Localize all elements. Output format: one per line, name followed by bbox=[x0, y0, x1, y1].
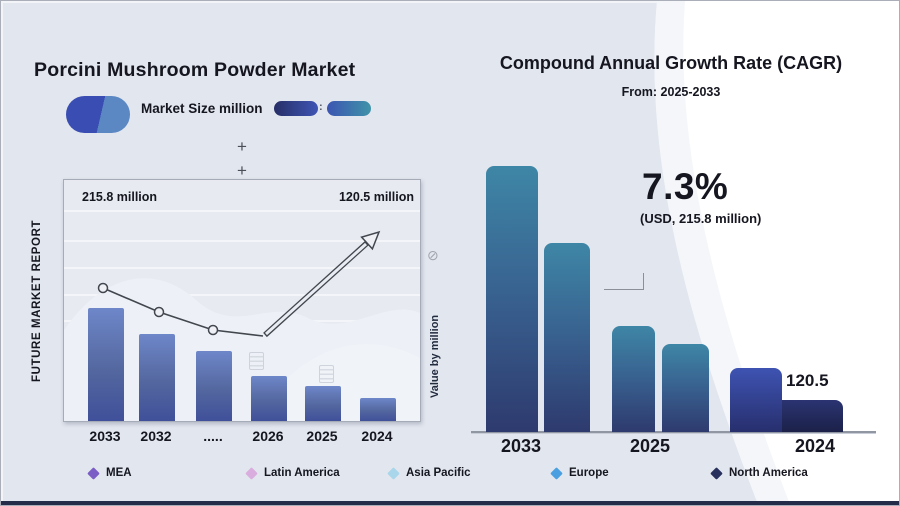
cagr-bar bbox=[612, 326, 655, 432]
cagr-value: 7.3% bbox=[642, 166, 729, 207]
gridline bbox=[64, 294, 420, 296]
cagr-detail: (USD, 215.8 million) bbox=[640, 211, 762, 226]
clipboard-watermark-icon bbox=[249, 352, 264, 370]
x-tick-label: 2032 bbox=[140, 428, 172, 444]
x-tick-label: 2024 bbox=[361, 428, 393, 444]
legend-item: Europe bbox=[550, 466, 609, 480]
market-size-bar bbox=[251, 376, 287, 421]
ratio-pill-right-icon bbox=[327, 101, 371, 116]
ratio-separator: : bbox=[319, 101, 323, 113]
market-size-chart-panel: 215.8 million 120.5 million bbox=[63, 179, 421, 422]
legend-item: MEA bbox=[87, 466, 132, 480]
cagr-bar bbox=[544, 243, 590, 432]
legend-diamond-icon bbox=[87, 466, 100, 480]
x-tick-label: ..... bbox=[203, 428, 223, 444]
market-size-bar bbox=[139, 334, 175, 421]
market-size-bar bbox=[360, 398, 396, 421]
market-size-bar bbox=[196, 351, 232, 421]
market-size-bar bbox=[88, 308, 124, 421]
legend-item: Asia Pacific bbox=[387, 466, 471, 480]
gridline bbox=[64, 240, 420, 242]
cagr-bar bbox=[782, 400, 843, 432]
legend-diamond-icon bbox=[245, 466, 258, 480]
x-tick-label: 2033 bbox=[89, 428, 121, 444]
legend-label: Asia Pacific bbox=[406, 467, 471, 479]
gridline bbox=[64, 267, 420, 269]
market-size-pill-icon bbox=[66, 96, 130, 133]
bar-value-label: 120.5 bbox=[786, 371, 829, 390]
legend-diamond-icon bbox=[387, 466, 400, 480]
x-tick-label: 2026 bbox=[252, 428, 284, 444]
trend-line-and-arrow bbox=[97, 230, 381, 338]
cagr-bar bbox=[662, 344, 709, 432]
x-tick-label: 2025 bbox=[306, 428, 338, 444]
legend-item: Latin America bbox=[245, 466, 340, 480]
bottom-accent-bar bbox=[1, 501, 899, 505]
clipboard-watermark-icon bbox=[319, 365, 334, 383]
market-size-bar bbox=[305, 386, 341, 421]
annotation-start-value: 215.8 million bbox=[82, 190, 158, 204]
legend-label: Latin America bbox=[264, 467, 340, 479]
legend-diamond-icon bbox=[550, 466, 563, 480]
plus-mark-icon: + bbox=[237, 137, 247, 156]
legend-label: MEA bbox=[106, 467, 132, 479]
x-tick-label: 2033 bbox=[500, 436, 542, 456]
page-title: Porcini Mushroom Powder Market bbox=[34, 59, 356, 81]
value-by-million-label: Value by million bbox=[429, 314, 441, 398]
cagr-title: Compound Annual Growth Rate (CAGR) bbox=[499, 53, 843, 73]
x-tick-label: 2024 bbox=[794, 436, 836, 456]
gridline bbox=[64, 210, 420, 212]
x-tick-label: 2025 bbox=[629, 436, 671, 456]
ratio-pill-left-icon bbox=[274, 101, 318, 116]
legend-diamond-icon bbox=[710, 466, 723, 480]
legend-label: North America bbox=[729, 467, 808, 479]
annotation-end-value: 120.5 million bbox=[338, 190, 414, 204]
plus-mark-icon: + bbox=[237, 161, 247, 180]
cagr-period: From: 2025-2033 bbox=[621, 85, 721, 99]
legend-label: Europe bbox=[569, 467, 609, 479]
future-market-report-label: FUTURE MARKET REPORT bbox=[31, 219, 43, 383]
cagr-bar bbox=[486, 166, 538, 432]
legend-item: North America bbox=[710, 466, 808, 480]
market-size-label: Market Size million bbox=[141, 101, 263, 116]
cagr-bar bbox=[730, 368, 782, 432]
circle-slash-icon: ⊘ bbox=[427, 247, 439, 263]
step-bracket-decoration bbox=[604, 273, 644, 290]
